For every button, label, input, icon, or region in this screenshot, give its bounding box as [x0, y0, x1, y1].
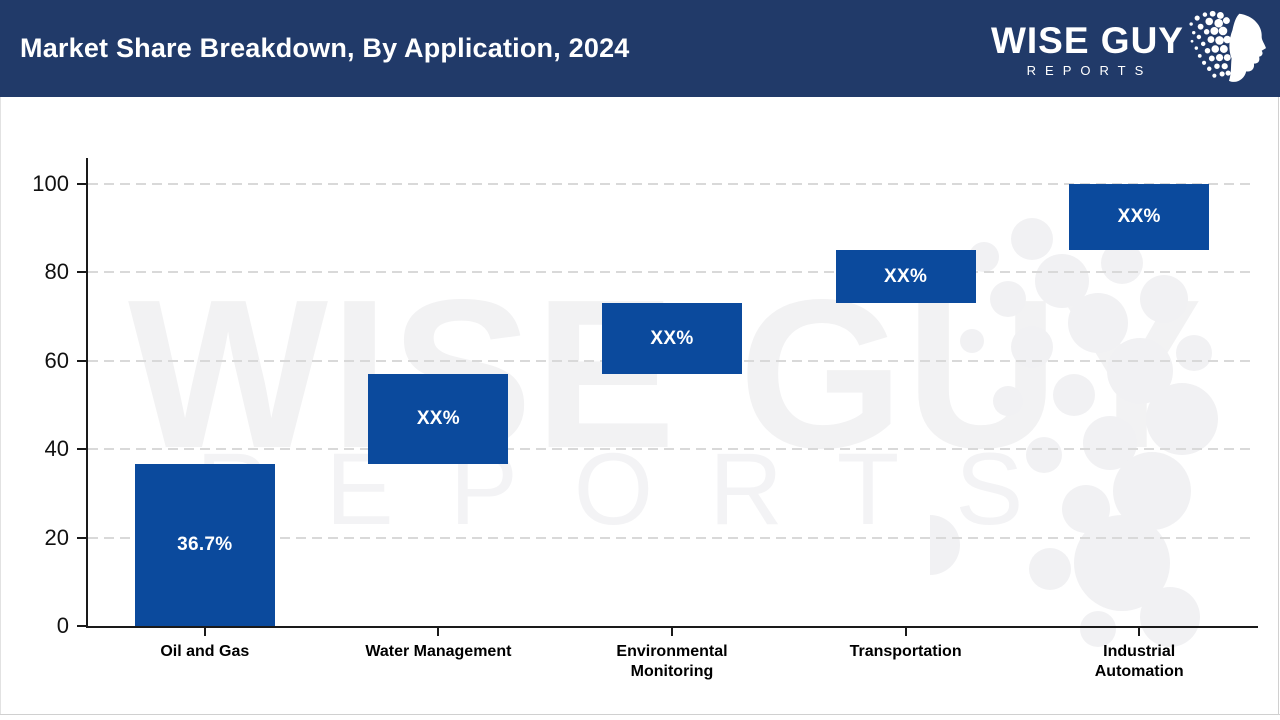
- y-tickmark-60: [77, 359, 86, 362]
- y-axis-tick-label: 40: [44, 436, 69, 462]
- x-axis-category-label: Transportation: [849, 643, 962, 660]
- y-tickmark-80: [77, 271, 86, 274]
- x-axis-category-label: Oil and Gas: [160, 643, 250, 660]
- bar-water-management: [368, 374, 509, 464]
- y-tickmark-40: [77, 448, 86, 451]
- y-axis-tick-label: 80: [44, 259, 69, 285]
- logo-brand-name: WISE GUY: [990, 19, 1184, 61]
- x-tickmark-3: [904, 628, 907, 636]
- x-axis-category-label: Environmental Monitoring: [616, 643, 728, 680]
- report-header: Market Share Breakdown, By Application, …: [0, 0, 1280, 97]
- bar-value-label: 36.7%: [177, 533, 233, 555]
- x-tickmark-2: [671, 628, 673, 636]
- bar-value-label: XX%: [650, 327, 694, 349]
- y-tickmark-0: [77, 625, 86, 627]
- x-tickmark-1: [437, 628, 440, 636]
- card-left-border: [0, 97, 1, 714]
- y-axis-tick-label: 20: [44, 524, 69, 550]
- gridline-y100: [88, 183, 1256, 185]
- card-right-border: [1278, 97, 1279, 714]
- x-axis-line: [86, 626, 1258, 628]
- logo-reports-label: REPORTS: [1026, 62, 1153, 78]
- x-axis-category-label: Water Management: [365, 643, 512, 660]
- y-axis-tick-label: 60: [44, 347, 69, 373]
- bar-environmental-monitoring: [602, 303, 742, 375]
- card-bottom-border: [0, 714, 1280, 715]
- y-axis-tick-label: 100: [32, 171, 69, 196]
- x-tickmark-0: [203, 628, 206, 636]
- gridline-y40: [88, 448, 1256, 451]
- y-tickmark-100: [77, 183, 86, 185]
- wiseguy-logo: WISE GUY REPORTS: [991, 4, 1272, 94]
- y-axis-tick-label: 0: [56, 613, 69, 638]
- bar-oil-and-gas: [134, 463, 275, 626]
- bar-transportation: [835, 250, 976, 304]
- logo-head-icon: [1189, 10, 1266, 82]
- x-axis-category-label: Industrial Automation: [1094, 643, 1184, 680]
- chart-title: Market Share Breakdown, By Application, …: [20, 33, 630, 63]
- bar-value-label: XX%: [1117, 206, 1161, 228]
- y-axis-line: [86, 158, 88, 628]
- y-tickmark-20: [77, 536, 86, 539]
- gridline-y20: [88, 536, 1256, 539]
- bar-value-label: XX%: [416, 407, 460, 429]
- x-tickmark-4: [1138, 628, 1141, 636]
- logo-text: WISE GUY REPORTS: [991, 22, 1184, 77]
- bar-value-label: XX%: [884, 265, 928, 287]
- gridline-y80: [88, 271, 1256, 274]
